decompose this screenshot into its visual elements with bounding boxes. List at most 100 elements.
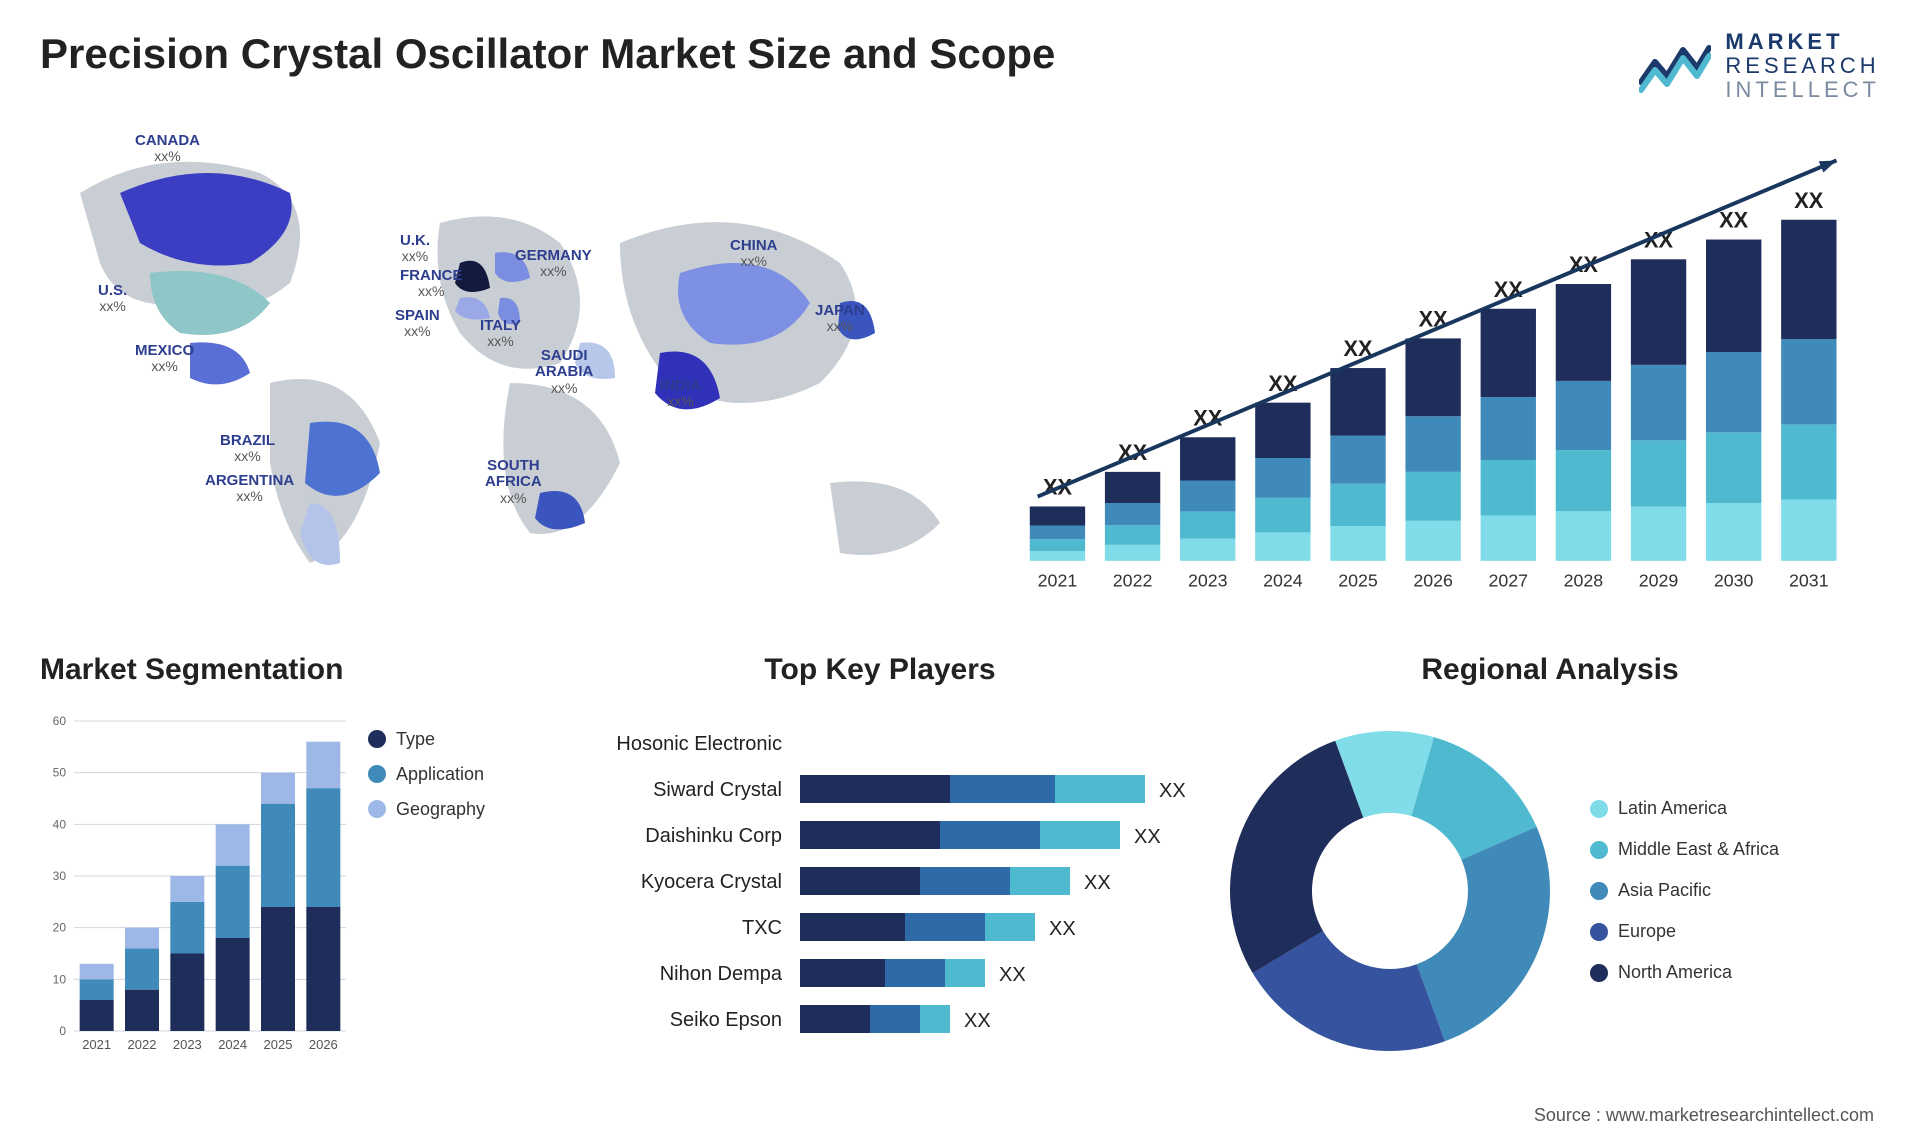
svg-text:Kyocera Crystal: Kyocera Crystal — [641, 871, 782, 893]
svg-text:2027: 2027 — [1488, 570, 1528, 590]
segmentation-legend-item: Geography — [368, 799, 540, 820]
svg-text:Hosonic Electronic: Hosonic Electronic — [616, 733, 782, 755]
legend-label: Asia Pacific — [1618, 880, 1711, 901]
svg-text:2029: 2029 — [1639, 570, 1679, 590]
svg-text:2023: 2023 — [1188, 570, 1228, 590]
svg-text:XX: XX — [999, 963, 1026, 985]
svg-text:Siward Crystal: Siward Crystal — [653, 779, 782, 801]
regional-donut-chart — [1220, 721, 1560, 1061]
svg-text:XX: XX — [1159, 779, 1186, 801]
svg-text:10: 10 — [53, 972, 67, 986]
svg-text:2021: 2021 — [82, 1037, 111, 1052]
logo-line2: RESEARCH — [1725, 54, 1880, 78]
legend-label: North America — [1618, 962, 1732, 983]
map-country-label: MEXICOxx% — [135, 343, 194, 376]
legend-swatch — [1590, 923, 1608, 941]
svg-text:2025: 2025 — [264, 1037, 293, 1052]
legend-label: Application — [396, 764, 484, 785]
regional-legend-item: Latin America — [1590, 798, 1880, 819]
segmentation-title: Market Segmentation — [40, 653, 540, 687]
players-hbar-chart: Hosonic Electronic Siward Crystal XX Daishi… — [570, 699, 1190, 1083]
map-country-label: SAUDIARABIAxx% — [535, 348, 593, 398]
svg-text:XX: XX — [1719, 207, 1749, 232]
segmentation-legend-item: Application — [368, 764, 540, 785]
svg-text:20: 20 — [53, 920, 67, 934]
logo-line3: INTELLECT — [1725, 78, 1880, 102]
legend-swatch — [1590, 800, 1608, 818]
map-country-label: BRAZILxx% — [220, 433, 275, 466]
svg-text:XX: XX — [1794, 187, 1824, 212]
brand-logo-icon — [1639, 38, 1711, 94]
svg-text:XX: XX — [964, 1009, 991, 1031]
page-title: Precision Crystal Oscillator Market Size… — [40, 30, 1055, 78]
svg-text:Seiko Epson: Seiko Epson — [670, 1009, 782, 1031]
map-country-label: FRANCExx% — [400, 268, 463, 301]
svg-text:2024: 2024 — [1263, 570, 1303, 590]
regional-title: Regional Analysis — [1220, 653, 1880, 687]
svg-text:XX: XX — [1569, 252, 1599, 277]
map-country-label: CHINAxx% — [730, 238, 778, 271]
svg-text:2030: 2030 — [1714, 570, 1754, 590]
legend-label: Middle East & Africa — [1618, 839, 1779, 860]
svg-text:40: 40 — [53, 817, 67, 831]
map-country-label: ARGENTINAxx% — [205, 473, 294, 506]
map-country-label: ITALYxx% — [480, 318, 521, 351]
svg-text:2026: 2026 — [309, 1037, 338, 1052]
legend-label: Latin America — [1618, 798, 1727, 819]
svg-text:XX: XX — [1084, 871, 1111, 893]
legend-label: Europe — [1618, 921, 1676, 942]
source-attribution: Source : www.marketresearchintellect.com — [1534, 1105, 1874, 1126]
svg-text:2031: 2031 — [1789, 570, 1829, 590]
regional-legend-item: Europe — [1590, 921, 1880, 942]
svg-text:XX: XX — [1134, 825, 1161, 847]
growth-stacked-bar-chart: XXXXXXXXXXXXXXXXXXXXXX 20212022202320242… — [1010, 123, 1880, 623]
legend-swatch — [368, 800, 386, 818]
svg-text:Daishinku Corp: Daishinku Corp — [645, 825, 782, 847]
legend-swatch — [368, 765, 386, 783]
svg-text:XX: XX — [1049, 917, 1076, 939]
svg-text:30: 30 — [53, 869, 67, 883]
map-country-label: JAPANxx% — [815, 303, 865, 336]
segmentation-panel: Market Segmentation 2021 2022 2023 2024 2025… — [40, 653, 540, 1083]
svg-text:TXC: TXC — [742, 917, 782, 939]
legend-swatch — [1590, 964, 1608, 982]
logo-line1: MARKET — [1725, 30, 1880, 54]
legend-swatch — [1590, 882, 1608, 900]
regional-legend-item: Middle East & Africa — [1590, 839, 1880, 860]
svg-text:2023: 2023 — [173, 1037, 202, 1052]
world-map-panel: CANADAxx% U.S.xx% MEXICOxx% BRAZILxx% ARGENT… — [40, 123, 980, 623]
growth-chart-panel: XXXXXXXXXXXXXXXXXXXXXX 20212022202320242… — [1010, 123, 1880, 623]
regional-legend: Latin America Middle East & Africa Asia Pa… — [1590, 798, 1880, 983]
legend-swatch — [368, 730, 386, 748]
map-country-label: CANADAxx% — [135, 133, 200, 166]
legend-label: Geography — [396, 799, 485, 820]
svg-text:2026: 2026 — [1413, 570, 1453, 590]
segmentation-legend-item: Type — [368, 729, 540, 750]
svg-text:2025: 2025 — [1338, 570, 1378, 590]
svg-text:2022: 2022 — [128, 1037, 157, 1052]
segmentation-stacked-bar-chart: 2021 2022 2023 2024 2025 2026 0 10 20 30 40 50 60 — [40, 699, 350, 1083]
segmentation-legend: Type Application Geography — [368, 699, 540, 1083]
players-title: Top Key Players — [570, 653, 1190, 687]
map-country-label: SPAINxx% — [395, 308, 440, 341]
map-country-label: INDIAxx% — [660, 378, 701, 411]
legend-label: Type — [396, 729, 435, 750]
map-country-label: SOUTHAFRICAxx% — [485, 458, 542, 508]
svg-text:Nihon Dempa: Nihon Dempa — [660, 963, 783, 985]
svg-text:2022: 2022 — [1113, 570, 1153, 590]
regional-legend-item: Asia Pacific — [1590, 880, 1880, 901]
regional-legend-item: North America — [1590, 962, 1880, 983]
legend-swatch — [1590, 841, 1608, 859]
svg-text:0: 0 — [59, 1024, 66, 1038]
svg-text:2028: 2028 — [1564, 570, 1604, 590]
map-country-label: U.S.xx% — [98, 283, 127, 316]
players-panel: Top Key Players Hosonic Electronic Siward… — [570, 653, 1190, 1083]
svg-text:2024: 2024 — [218, 1037, 247, 1052]
svg-text:60: 60 — [53, 714, 67, 728]
map-country-label: U.K.xx% — [400, 233, 430, 266]
brand-logo: MARKET RESEARCH INTELLECT — [1639, 30, 1880, 103]
map-country-label: GERMANYxx% — [515, 248, 592, 281]
regional-panel: Regional Analysis Latin America Middle Ea… — [1220, 653, 1880, 1083]
svg-text:2021: 2021 — [1038, 570, 1078, 590]
svg-text:50: 50 — [53, 765, 67, 779]
